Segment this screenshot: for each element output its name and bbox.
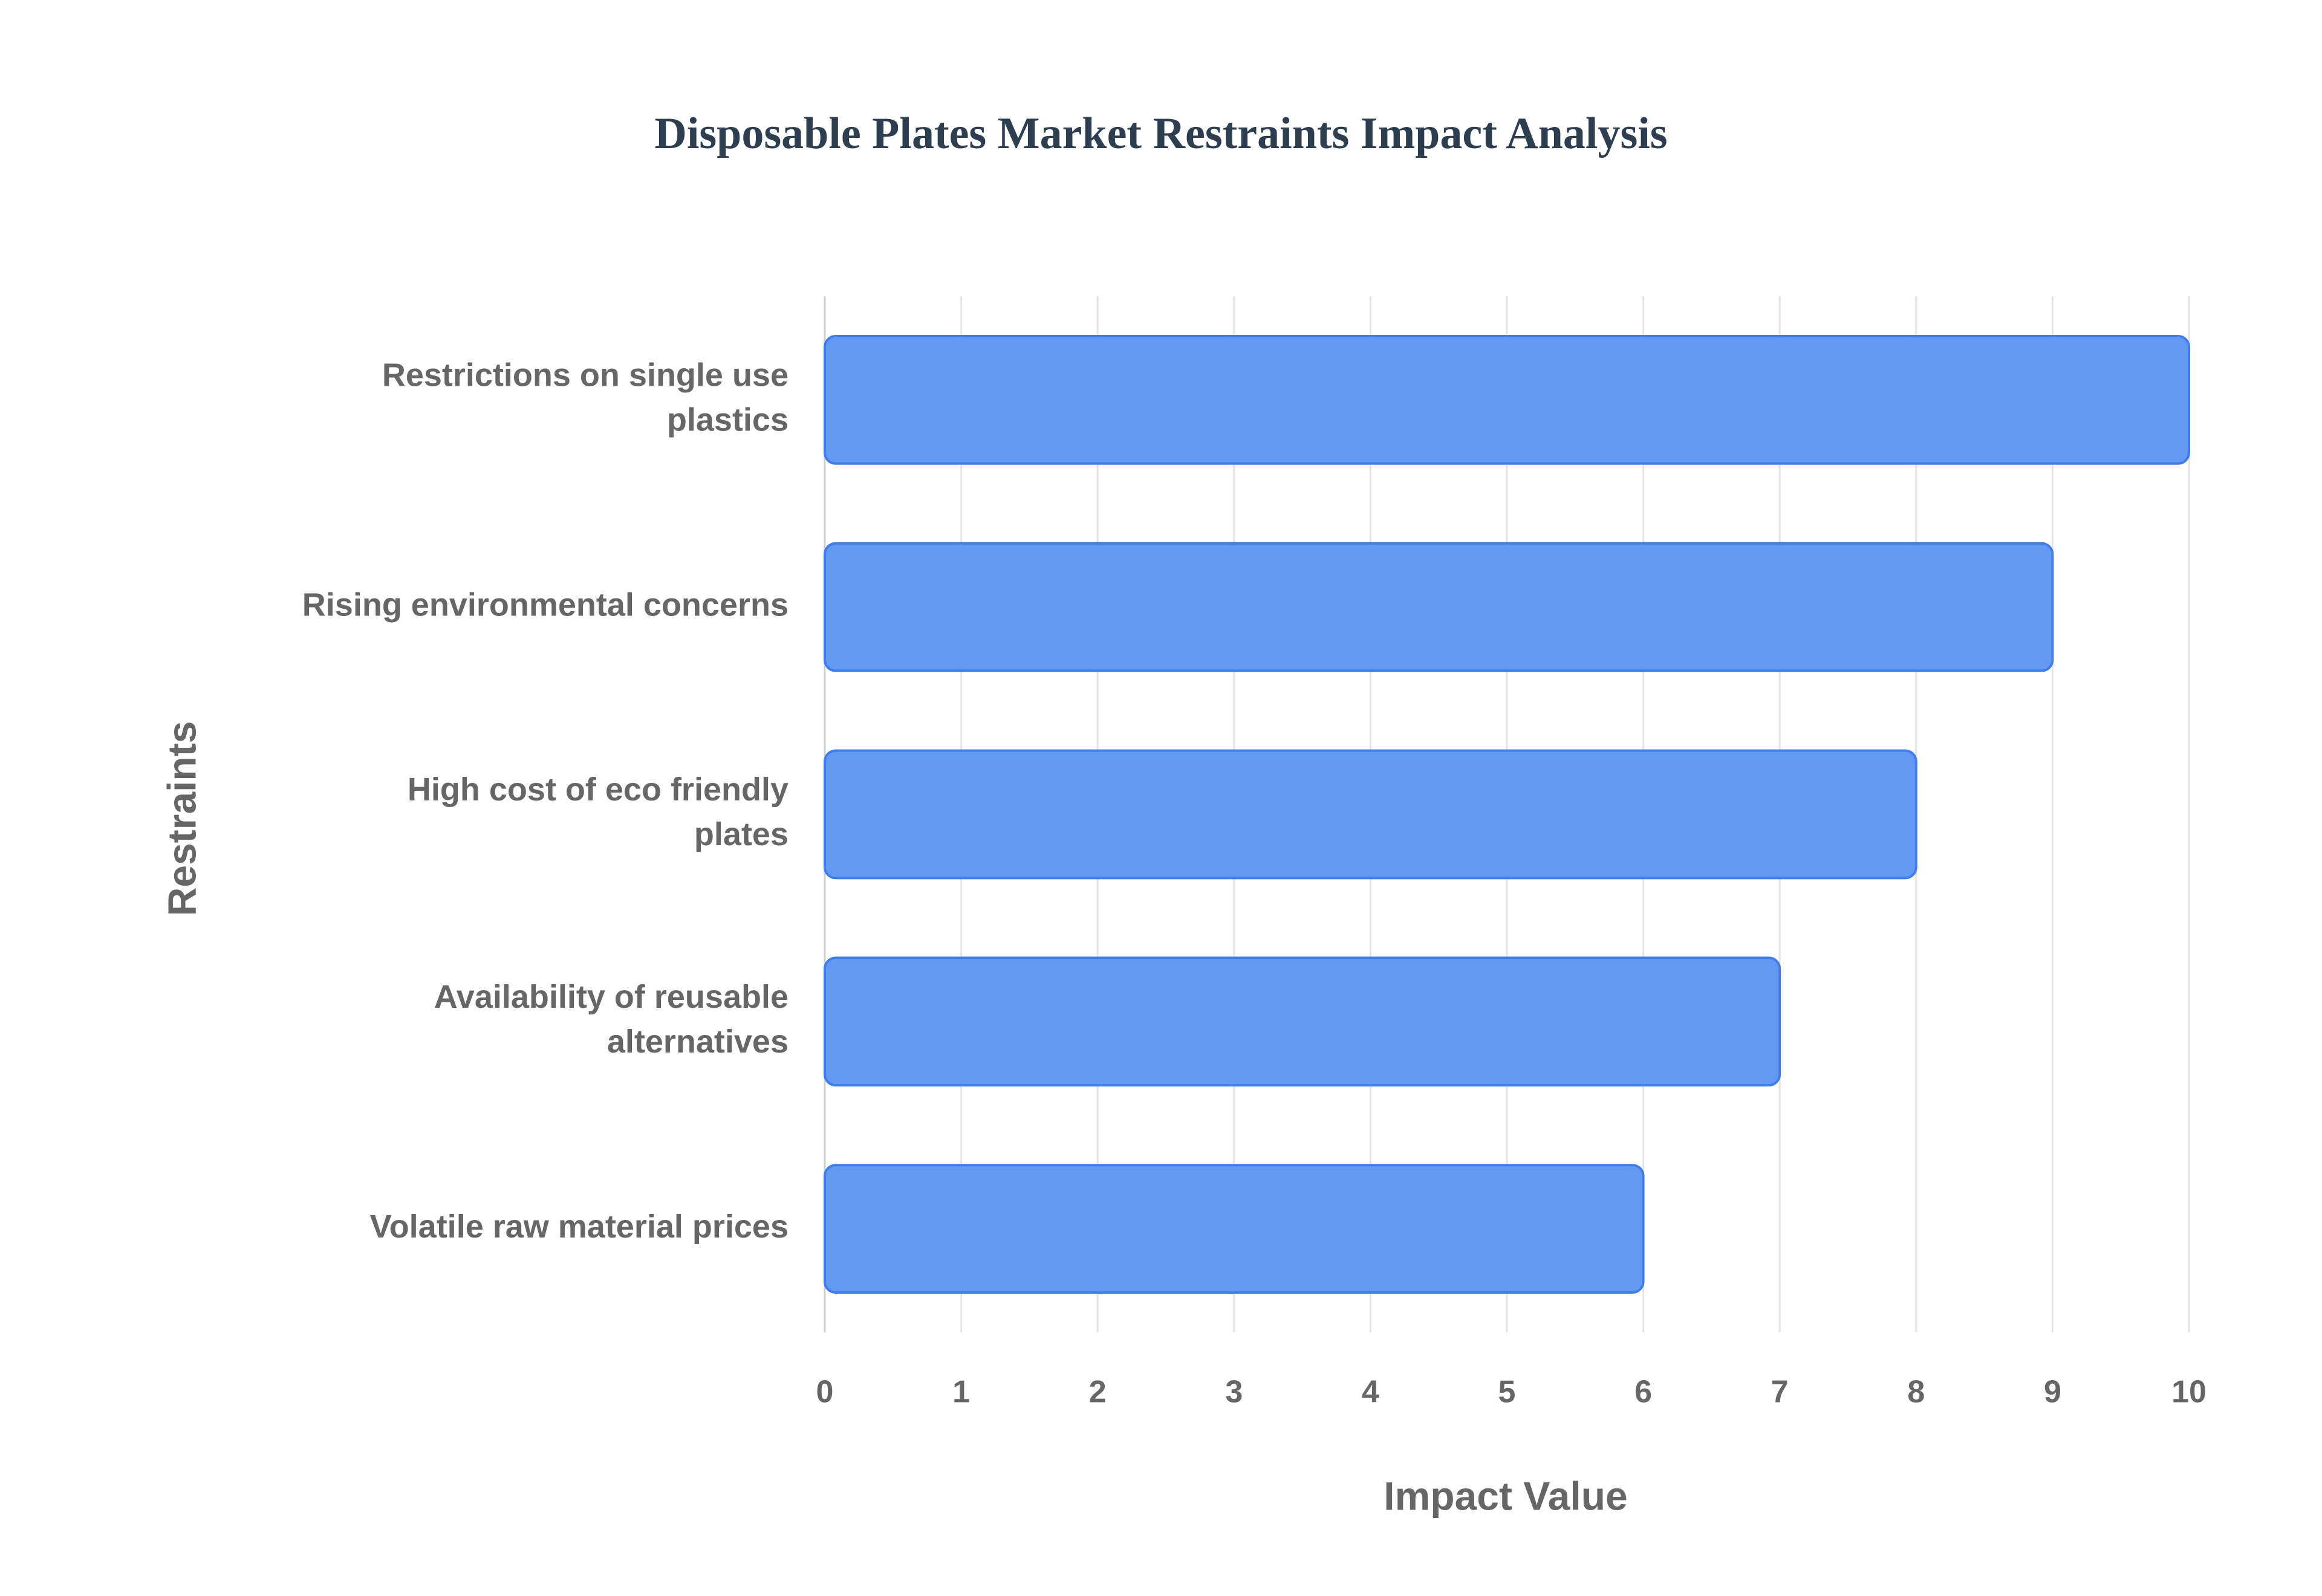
bar [824,749,1917,880]
x-tick-label: 8 [1907,1375,1925,1410]
x-axis-title: Impact Value [1384,1473,1628,1518]
y-tick-label: Volatile raw material prices [370,1208,789,1245]
x-tick-label: 10 [2171,1375,2207,1410]
bar [824,956,1781,1087]
y-tick-label: Availability of reusable alternatives [434,979,789,1060]
x-tick-label: 5 [1498,1375,1516,1410]
y-axis-title: Restraints [159,721,204,916]
bar [824,542,2054,672]
x-tick-label: 2 [1089,1375,1107,1410]
x-tick-label: 6 [1634,1375,1652,1410]
x-tick-label: 1 [952,1375,970,1410]
chart-title: Disposable Plates Market Restraints Impa… [654,109,1667,158]
y-tick-label: Rising environmental concerns [302,586,789,623]
x-tick-label: 9 [2044,1375,2061,1410]
x-tick-label: 3 [1225,1375,1243,1410]
x-tick-label: 4 [1362,1375,1379,1410]
y-tick-label: High cost of eco friendly plates [408,771,789,852]
bar [824,334,2190,465]
x-tick-label: 7 [1771,1375,1789,1410]
bar [824,1164,1645,1294]
x-tick-label: 0 [816,1375,834,1410]
y-tick-label: Restrictions on single use plastics [382,357,789,438]
